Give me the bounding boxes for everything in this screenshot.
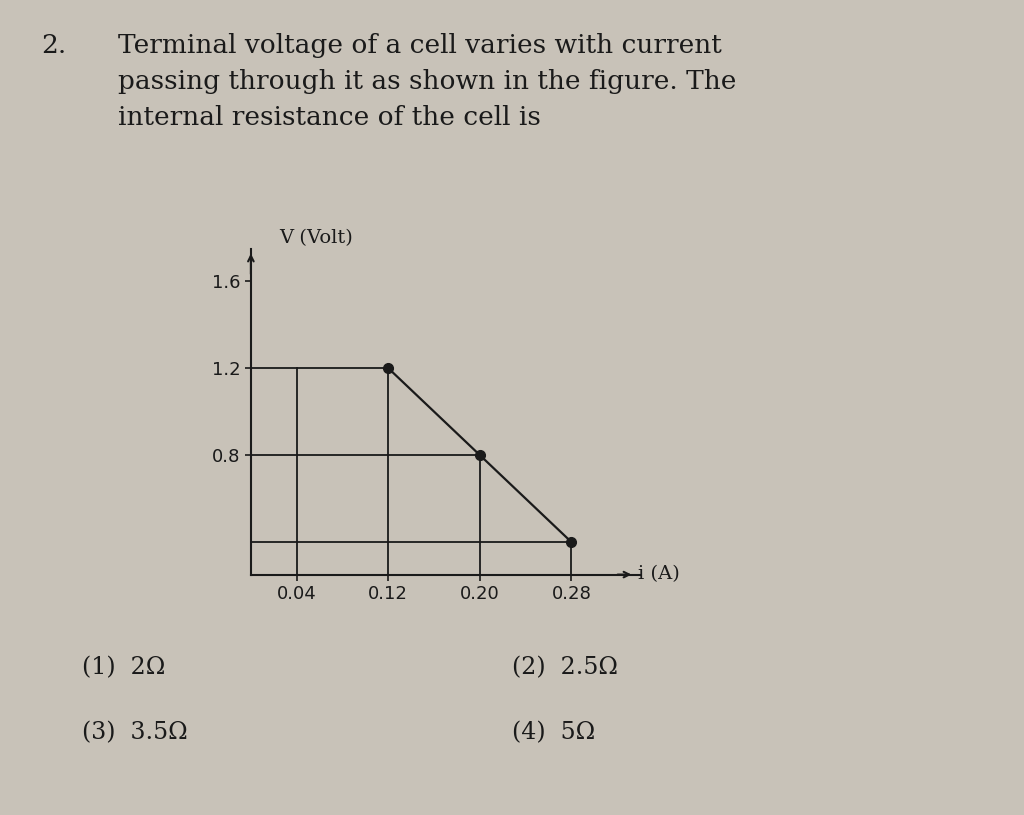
Text: V (Volt): V (Volt)	[280, 230, 353, 248]
Text: i (A): i (A)	[638, 566, 680, 584]
Text: 2.: 2.	[41, 33, 67, 58]
Text: Terminal voltage of a cell varies with current
passing through it as shown in th: Terminal voltage of a cell varies with c…	[118, 33, 736, 130]
Text: (2)  2.5Ω: (2) 2.5Ω	[512, 656, 618, 679]
Text: (3)  3.5Ω: (3) 3.5Ω	[82, 721, 187, 744]
Text: (4)  5Ω: (4) 5Ω	[512, 721, 595, 744]
Text: (1)  2Ω: (1) 2Ω	[82, 656, 165, 679]
